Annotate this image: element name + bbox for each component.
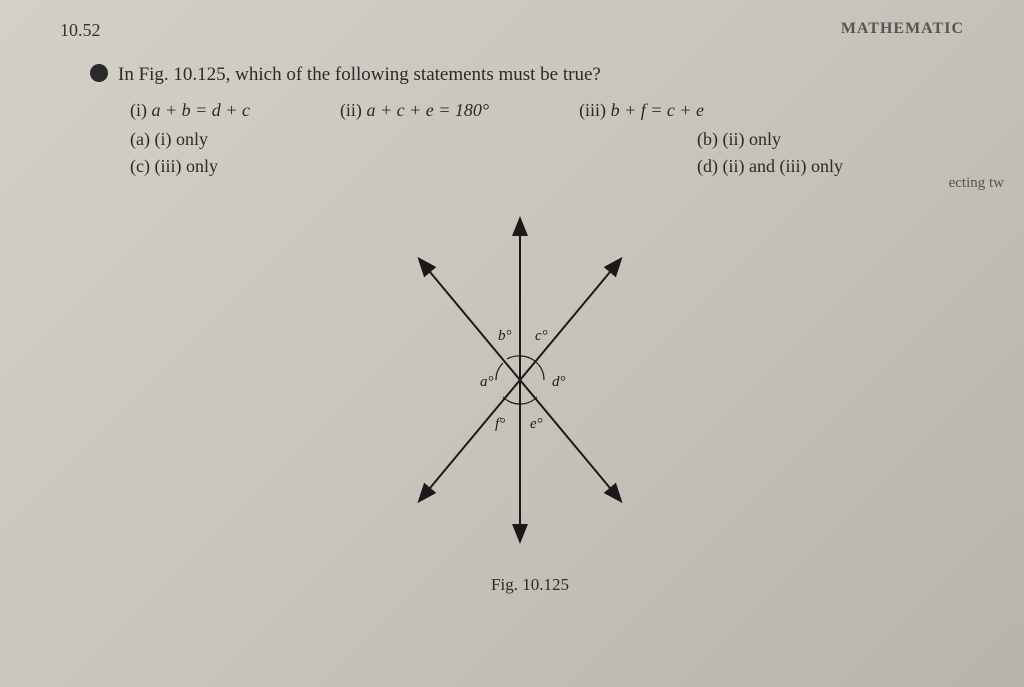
option-c-text: (iii) only (154, 156, 218, 176)
book-title: MATHEMATIC (841, 20, 964, 41)
angle-labels: a° b° c° d° e° f° (480, 328, 566, 432)
option-d-text: (ii) and (iii) only (723, 156, 843, 176)
page-number: 10.52 (60, 20, 101, 41)
page-content: 10.52 MATHEMATIC In Fig. 10.125, which o… (0, 0, 1024, 197)
label-c: c° (535, 328, 548, 344)
figure-container: a° b° c° d° e° f° Fig. 10.125 (380, 200, 680, 620)
arc-b (507, 356, 520, 359)
option-b-label: (b) (697, 129, 718, 149)
option-c: (c) (iii) only (130, 156, 397, 177)
arc-a (496, 363, 503, 380)
option-c-label: (c) (130, 156, 150, 176)
option-a-text: (i) only (154, 129, 208, 149)
option-b-text: (ii) only (723, 129, 782, 149)
question-row: In Fig. 10.125, which of the following s… (90, 61, 964, 90)
option-b: (b) (ii) only (697, 129, 964, 150)
statement-iii: (iii) b + f = c + e (579, 100, 704, 121)
statement-ii: (ii) a + c + e = 180° (340, 100, 489, 121)
question-marker-icon (90, 64, 108, 82)
statement-i-expr: a + b = d + c (152, 100, 250, 120)
option-a-label: (a) (130, 129, 150, 149)
figure-lines (420, 220, 620, 540)
statement-ii-label: (ii) (340, 100, 362, 120)
label-f: f° (495, 416, 505, 432)
option-d-label: (d) (697, 156, 718, 176)
statement-iii-expr: b + f = c + e (611, 100, 704, 120)
figure-caption: Fig. 10.125 (380, 575, 680, 595)
options-grid: (a) (i) only (b) (ii) only (c) (iii) onl… (130, 129, 964, 177)
figure-svg: a° b° c° d° e° f° (380, 200, 660, 560)
statement-iii-label: (iii) (579, 100, 606, 120)
statement-i: (i) a + b = d + c (130, 100, 250, 121)
label-d: d° (552, 374, 566, 390)
page-fragment: ecting tw (949, 175, 1004, 192)
label-a: a° (480, 374, 494, 390)
label-e: e° (530, 416, 543, 432)
header-row: 10.52 MATHEMATIC (60, 20, 964, 41)
option-d: (d) (ii) and (iii) only (697, 156, 964, 177)
statement-ii-expr: a + c + e = 180° (366, 100, 489, 120)
statement-i-label: (i) (130, 100, 147, 120)
statements-row: (i) a + b = d + c (ii) a + c + e = 180° … (130, 100, 964, 121)
option-a: (a) (i) only (130, 129, 397, 150)
arc-d (537, 363, 544, 380)
label-b: b° (498, 328, 512, 344)
question-prompt: In Fig. 10.125, which of the following s… (118, 61, 601, 90)
